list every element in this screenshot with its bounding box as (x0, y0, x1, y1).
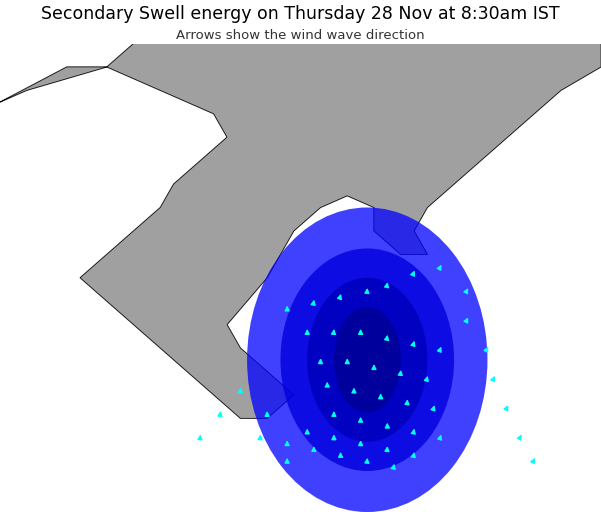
Ellipse shape (307, 278, 427, 442)
Ellipse shape (334, 307, 401, 413)
Text: Arrows show the wind wave direction: Arrows show the wind wave direction (176, 29, 425, 42)
Ellipse shape (281, 248, 454, 471)
Ellipse shape (247, 207, 487, 512)
Text: Secondary Swell energy on Thursday 28 Nov at 8:30am IST: Secondary Swell energy on Thursday 28 No… (41, 5, 560, 23)
Polygon shape (0, 44, 601, 418)
